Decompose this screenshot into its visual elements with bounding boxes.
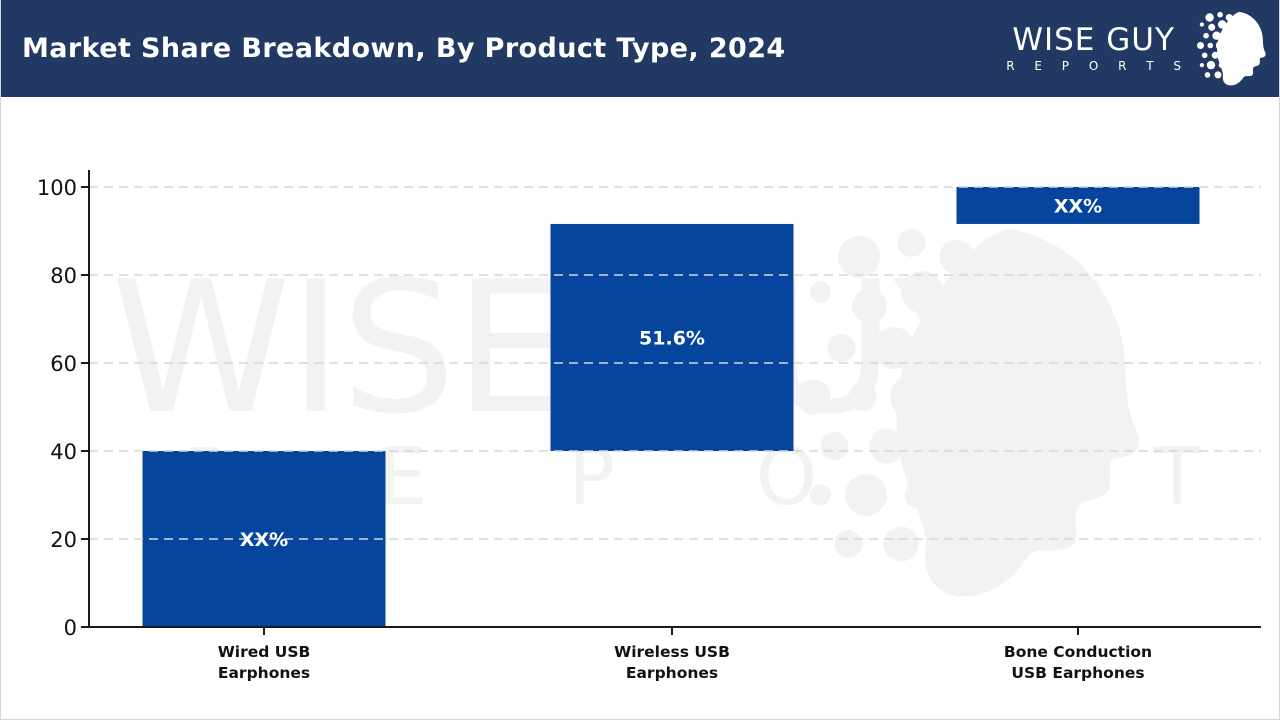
y-tick-label: 60	[50, 352, 77, 376]
bar	[956, 187, 1200, 224]
logo-face-icon	[1197, 10, 1267, 88]
logo-subtext: R E P O R T S	[1006, 58, 1189, 73]
category-label: Wired USB Earphones	[218, 643, 311, 682]
category-label: Wireless USB Earphones	[614, 643, 730, 682]
bar-value-label: XX%	[1054, 195, 1102, 217]
bar-value-label: XX%	[240, 529, 288, 551]
bar-chart: XX% 51.6% XX% 0 20 40 60 80 100 Wired USB Earphone…	[37, 170, 1261, 682]
header: Market Share Breakdown, By Product Type,…	[1, 0, 1279, 97]
y-tick-label: 40	[50, 440, 77, 464]
y-tick-label: 20	[50, 528, 77, 552]
brand-logo-text: WISE GUY R E P O R T S	[998, 24, 1189, 73]
y-tick-label: 80	[50, 264, 77, 288]
page-title: Market Share Breakdown, By Product Type,…	[22, 33, 786, 64]
bar-value-label: 51.6%	[639, 327, 705, 349]
logo-wordmark: WISE GUY	[1012, 22, 1175, 59]
category-label: Bone Conduction USB Earphones	[1004, 643, 1152, 682]
bar	[550, 223, 794, 451]
y-tick-label: 0	[64, 616, 77, 640]
chart-area: WISE GUY R E P O R T S XX%51.6%XX%020406…	[1, 97, 1279, 719]
brand-logo: WISE GUY R E P O R T S	[998, 10, 1279, 88]
y-tick-label: 100	[37, 176, 77, 200]
